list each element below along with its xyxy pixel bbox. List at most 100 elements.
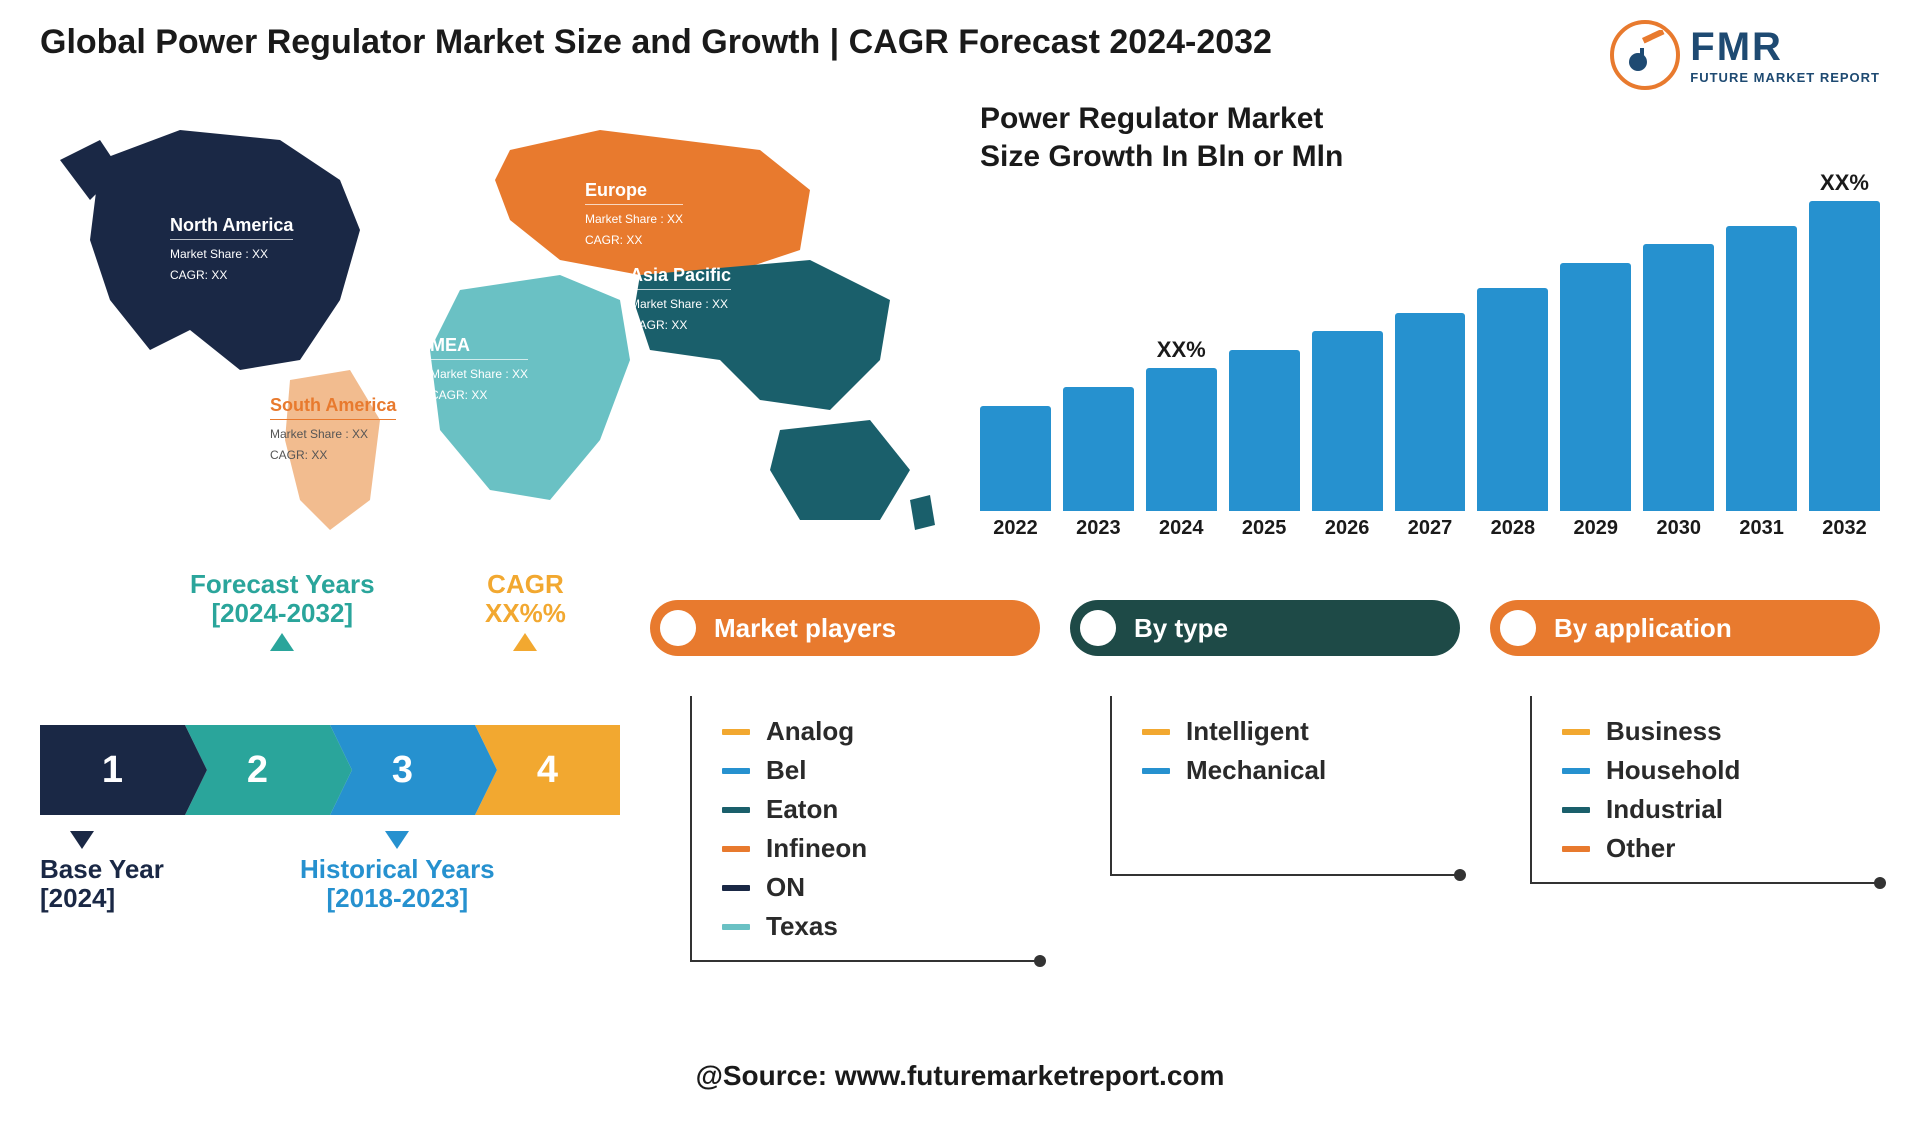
timeline-boxes: 1234	[40, 725, 620, 815]
swatch-icon	[1562, 729, 1590, 735]
bar-year: 2030	[1656, 517, 1701, 540]
bar-callout: XX%	[1157, 337, 1206, 363]
swatch-icon	[1562, 768, 1590, 774]
category-pill: Market players	[650, 600, 1040, 656]
logo-icon	[1610, 20, 1680, 90]
category-item: ON	[722, 872, 1040, 903]
logo-text: FMR FUTURE MARKET REPORT	[1690, 25, 1880, 85]
bars-wrap: 2022 2023 XX% 2024 2025 2026 2027 2028 2…	[980, 180, 1880, 540]
region-label-eu: EuropeMarket Share : XXCAGR: XX	[585, 180, 683, 250]
category-market-players: Market players Analog Bel Eaton Infineon…	[650, 570, 1040, 1010]
top-row: North AmericaMarket Share : XXCAGR: XX So…	[40, 100, 1880, 540]
bar-col-2026: 2026	[1312, 331, 1383, 540]
bar-year: 2026	[1325, 517, 1370, 540]
category-list: Intelligent Mechanical	[1110, 696, 1460, 876]
bar-col-2028: 2028	[1477, 288, 1548, 540]
category-header: By type	[1134, 613, 1228, 644]
timeline-box-1: 1	[40, 725, 185, 815]
category-header: By application	[1554, 613, 1732, 644]
category-item: Business	[1562, 716, 1880, 747]
bar-col-2024: XX% 2024	[1146, 368, 1217, 540]
category-by-type: By type Intelligent Mechanical	[1070, 570, 1460, 1010]
bar	[1312, 331, 1383, 511]
region-australia	[770, 420, 910, 520]
category-item-label: Infineon	[766, 833, 867, 864]
category-item: Mechanical	[1142, 755, 1460, 786]
category-item-label: Texas	[766, 911, 838, 942]
category-pill: By application	[1490, 600, 1880, 656]
region-nz	[910, 495, 935, 530]
header: Global Power Regulator Market Size and G…	[40, 20, 1880, 90]
bar	[1643, 244, 1714, 511]
category-item-label: ON	[766, 872, 805, 903]
logo-fmr: FMR	[1690, 25, 1880, 70]
world-map: North AmericaMarket Share : XXCAGR: XX So…	[40, 100, 940, 540]
category-item-label: Household	[1606, 755, 1740, 786]
bar-chart: Power Regulator Market Size Growth In Bl…	[960, 100, 1880, 540]
bar-col-2027: 2027	[1395, 313, 1466, 540]
bar-year: 2022	[993, 517, 1038, 540]
bar-col-2030: 2030	[1643, 244, 1714, 540]
bar	[980, 406, 1051, 511]
timeline-label-historical: Historical Years [2018-2023]	[300, 825, 495, 912]
category-list: Analog Bel Eaton Infineon ON Texas	[690, 696, 1040, 962]
bar-col-2029: 2029	[1560, 263, 1631, 540]
bar	[1063, 387, 1134, 511]
category-item-label: Bel	[766, 755, 806, 786]
category-item-label: Business	[1606, 716, 1722, 747]
bar-year: 2023	[1076, 517, 1121, 540]
category-item-label: Other	[1606, 833, 1675, 864]
category-item: Bel	[722, 755, 1040, 786]
category-item: Industrial	[1562, 794, 1880, 825]
region-label-sa: South AmericaMarket Share : XXCAGR: XX	[270, 395, 396, 465]
category-list: Business Household Industrial Other	[1530, 696, 1880, 884]
swatch-icon	[1562, 846, 1590, 852]
category-item-label: Eaton	[766, 794, 838, 825]
bar-col-2025: 2025	[1229, 350, 1300, 540]
swatch-icon	[722, 924, 750, 930]
swatch-icon	[722, 846, 750, 852]
swatch-icon	[722, 807, 750, 813]
bar	[1726, 226, 1797, 511]
category-item: Texas	[722, 911, 1040, 942]
region-label-ap: Asia PacificMarket Share : XXCAGR: XX	[630, 265, 731, 335]
bar-year: 2029	[1574, 517, 1619, 540]
bar-callout: XX%	[1820, 170, 1869, 196]
category-item-label: Industrial	[1606, 794, 1723, 825]
region-label-mea: MEAMarket Share : XXCAGR: XX	[430, 335, 528, 405]
pill-dot-icon	[1500, 610, 1536, 646]
bar-year: 2028	[1491, 517, 1536, 540]
source-text: @Source: www.futuremarketreport.com	[40, 1060, 1880, 1092]
categories-row: Market players Analog Bel Eaton Infineon…	[650, 570, 1880, 1010]
swatch-icon	[1142, 768, 1170, 774]
category-by-application: By application Business Household Indust…	[1490, 570, 1880, 1010]
pill-dot-icon	[660, 610, 696, 646]
bottom-row: Forecast Years [2024-2032] CAGR XX%% 123…	[40, 570, 1880, 1010]
category-item-label: Analog	[766, 716, 854, 747]
category-item: Analog	[722, 716, 1040, 747]
category-item: Other	[1562, 833, 1880, 864]
bar	[1560, 263, 1631, 511]
bar	[1146, 368, 1217, 511]
swatch-icon	[1142, 729, 1170, 735]
bar	[1809, 201, 1880, 511]
bar-col-2022: 2022	[980, 406, 1051, 540]
category-item-label: Mechanical	[1186, 755, 1326, 786]
category-header: Market players	[714, 613, 896, 644]
page-title: Global Power Regulator Market Size and G…	[40, 20, 1272, 64]
timeline-label-cagr: CAGR XX%%	[485, 570, 566, 657]
map-svg	[40, 100, 940, 540]
bar-year: 2032	[1822, 517, 1867, 540]
bar	[1477, 288, 1548, 511]
chart-title: Power Regulator Market Size Growth In Bl…	[980, 100, 1380, 175]
region-label-na: North AmericaMarket Share : XXCAGR: XX	[170, 215, 293, 285]
swatch-icon	[1562, 807, 1590, 813]
bar	[1395, 313, 1466, 511]
logo-sub: FUTURE MARKET REPORT	[1690, 70, 1880, 85]
category-pill: By type	[1070, 600, 1460, 656]
swatch-icon	[722, 768, 750, 774]
bar-year: 2024	[1159, 517, 1204, 540]
bar-year: 2025	[1242, 517, 1287, 540]
bar-col-2032: XX% 2032	[1809, 201, 1880, 540]
category-item-label: Intelligent	[1186, 716, 1309, 747]
